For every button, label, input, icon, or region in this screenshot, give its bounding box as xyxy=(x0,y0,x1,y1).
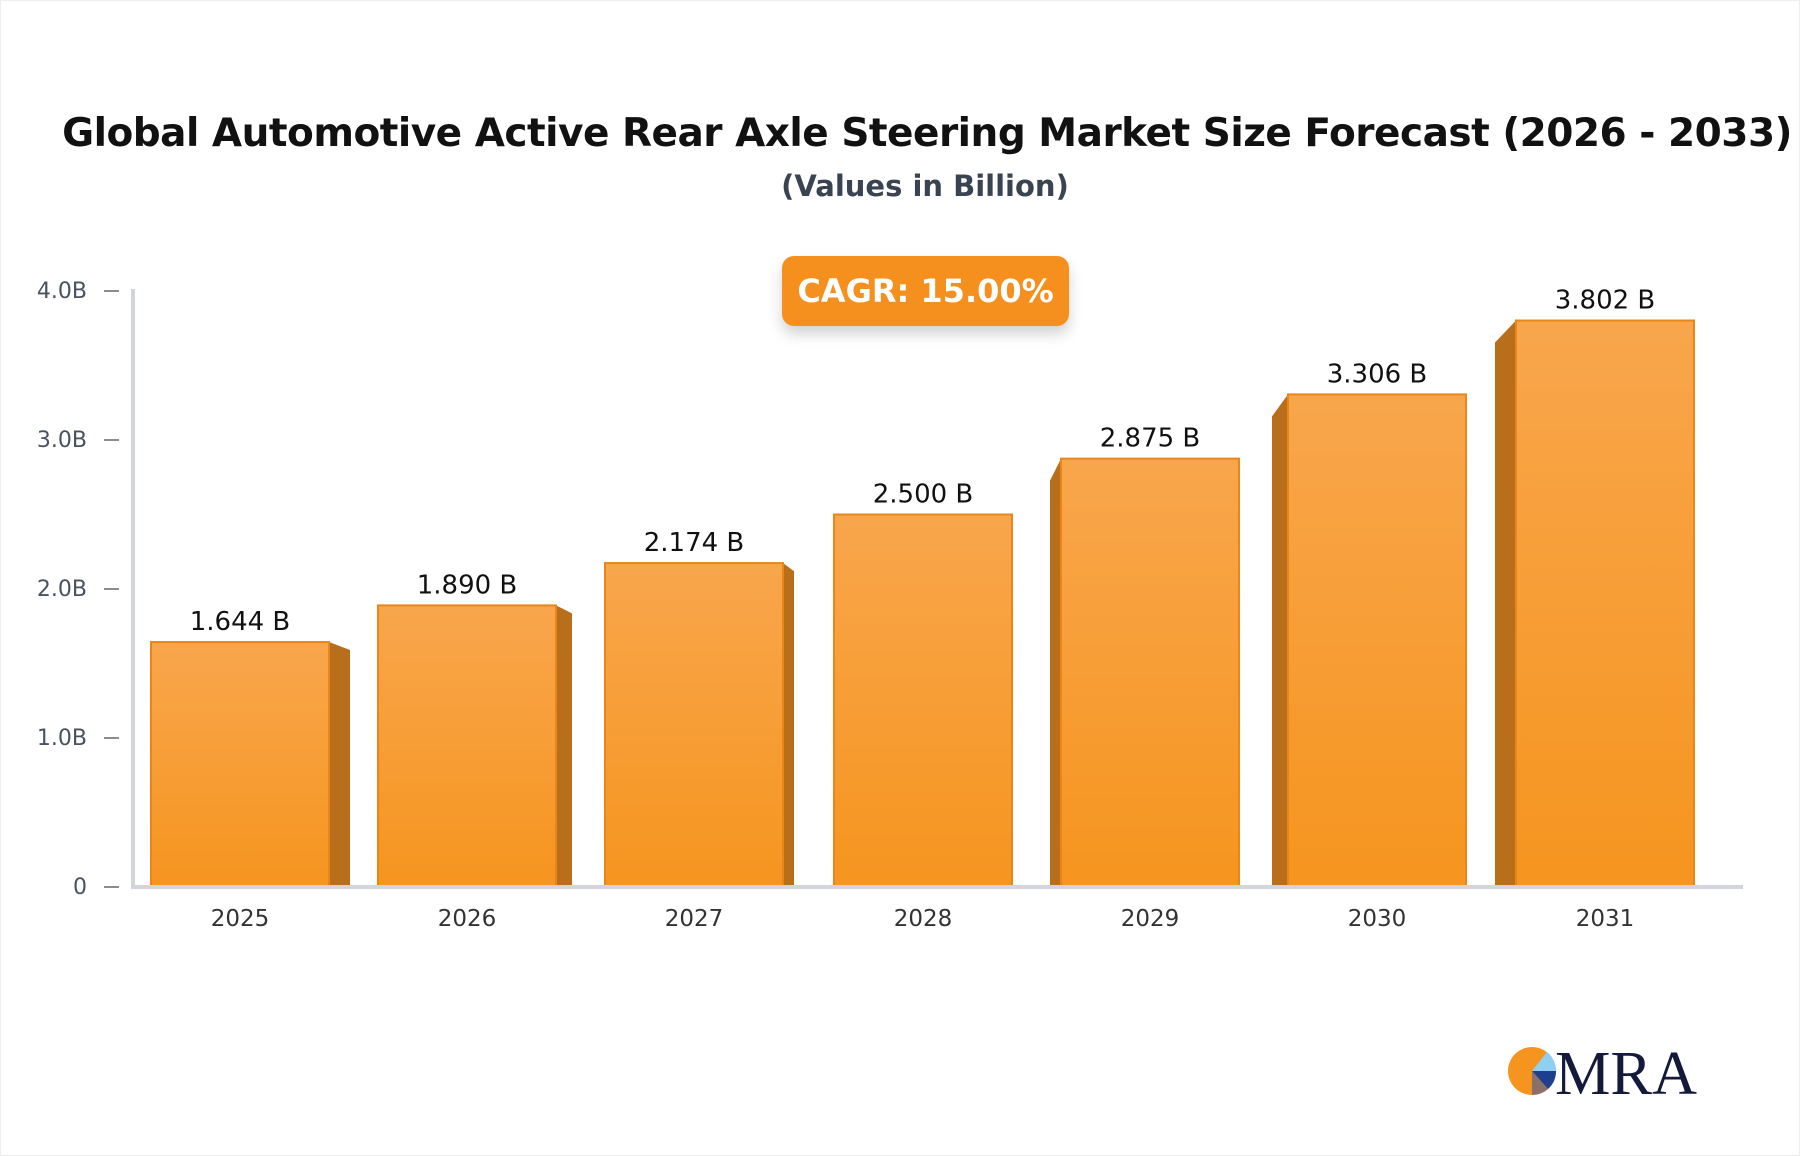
x-tick-label: 2025 xyxy=(211,906,270,932)
data-label: 1.644 B xyxy=(190,607,291,637)
x-tick-label: 2031 xyxy=(1576,906,1635,932)
x-tick-label: 2028 xyxy=(894,906,953,932)
bar-side xyxy=(1495,320,1516,887)
y-tick-label: 1.0B xyxy=(37,726,87,751)
bar-side xyxy=(556,605,572,887)
y-tick-label: 0 xyxy=(73,875,87,900)
bar-side xyxy=(329,642,350,887)
bar-2025 xyxy=(150,641,330,888)
bar-2027 xyxy=(604,562,784,888)
data-label: 3.306 B xyxy=(1327,359,1428,389)
svg-text:MRA: MRA xyxy=(1555,1041,1697,1101)
bar-2031 xyxy=(1515,319,1695,888)
x-tick-label: 2027 xyxy=(665,906,724,932)
cagr-badge: CAGR: 15.00% xyxy=(782,256,1069,326)
mra-logo: MRA xyxy=(1508,1041,1697,1101)
bar-2028 xyxy=(833,513,1013,888)
data-label: 2.875 B xyxy=(1100,424,1201,454)
bar-2029 xyxy=(1060,457,1240,888)
x-tick-label: 2029 xyxy=(1121,906,1180,932)
chart-subtitle: (Values in Billion) xyxy=(781,169,1069,203)
data-label: 1.890 B xyxy=(417,570,518,600)
chart-title: Global Automotive Active Rear Axle Steer… xyxy=(62,111,1792,156)
y-tick-label: 4.0B xyxy=(37,279,87,304)
bar-2026 xyxy=(377,604,557,888)
bar-side xyxy=(1272,394,1288,887)
bar-2030 xyxy=(1287,393,1467,888)
data-label: 2.174 B xyxy=(644,528,745,558)
x-tick-label: 2030 xyxy=(1348,906,1407,932)
bar-side xyxy=(783,563,794,887)
y-tick-label: 3.0B xyxy=(37,428,87,453)
data-label: 3.802 B xyxy=(1555,286,1656,316)
x-tick-label: 2026 xyxy=(438,906,497,932)
data-label: 2.500 B xyxy=(873,480,974,510)
y-tick-label: 2.0B xyxy=(37,577,87,602)
bar-side xyxy=(1050,458,1061,887)
